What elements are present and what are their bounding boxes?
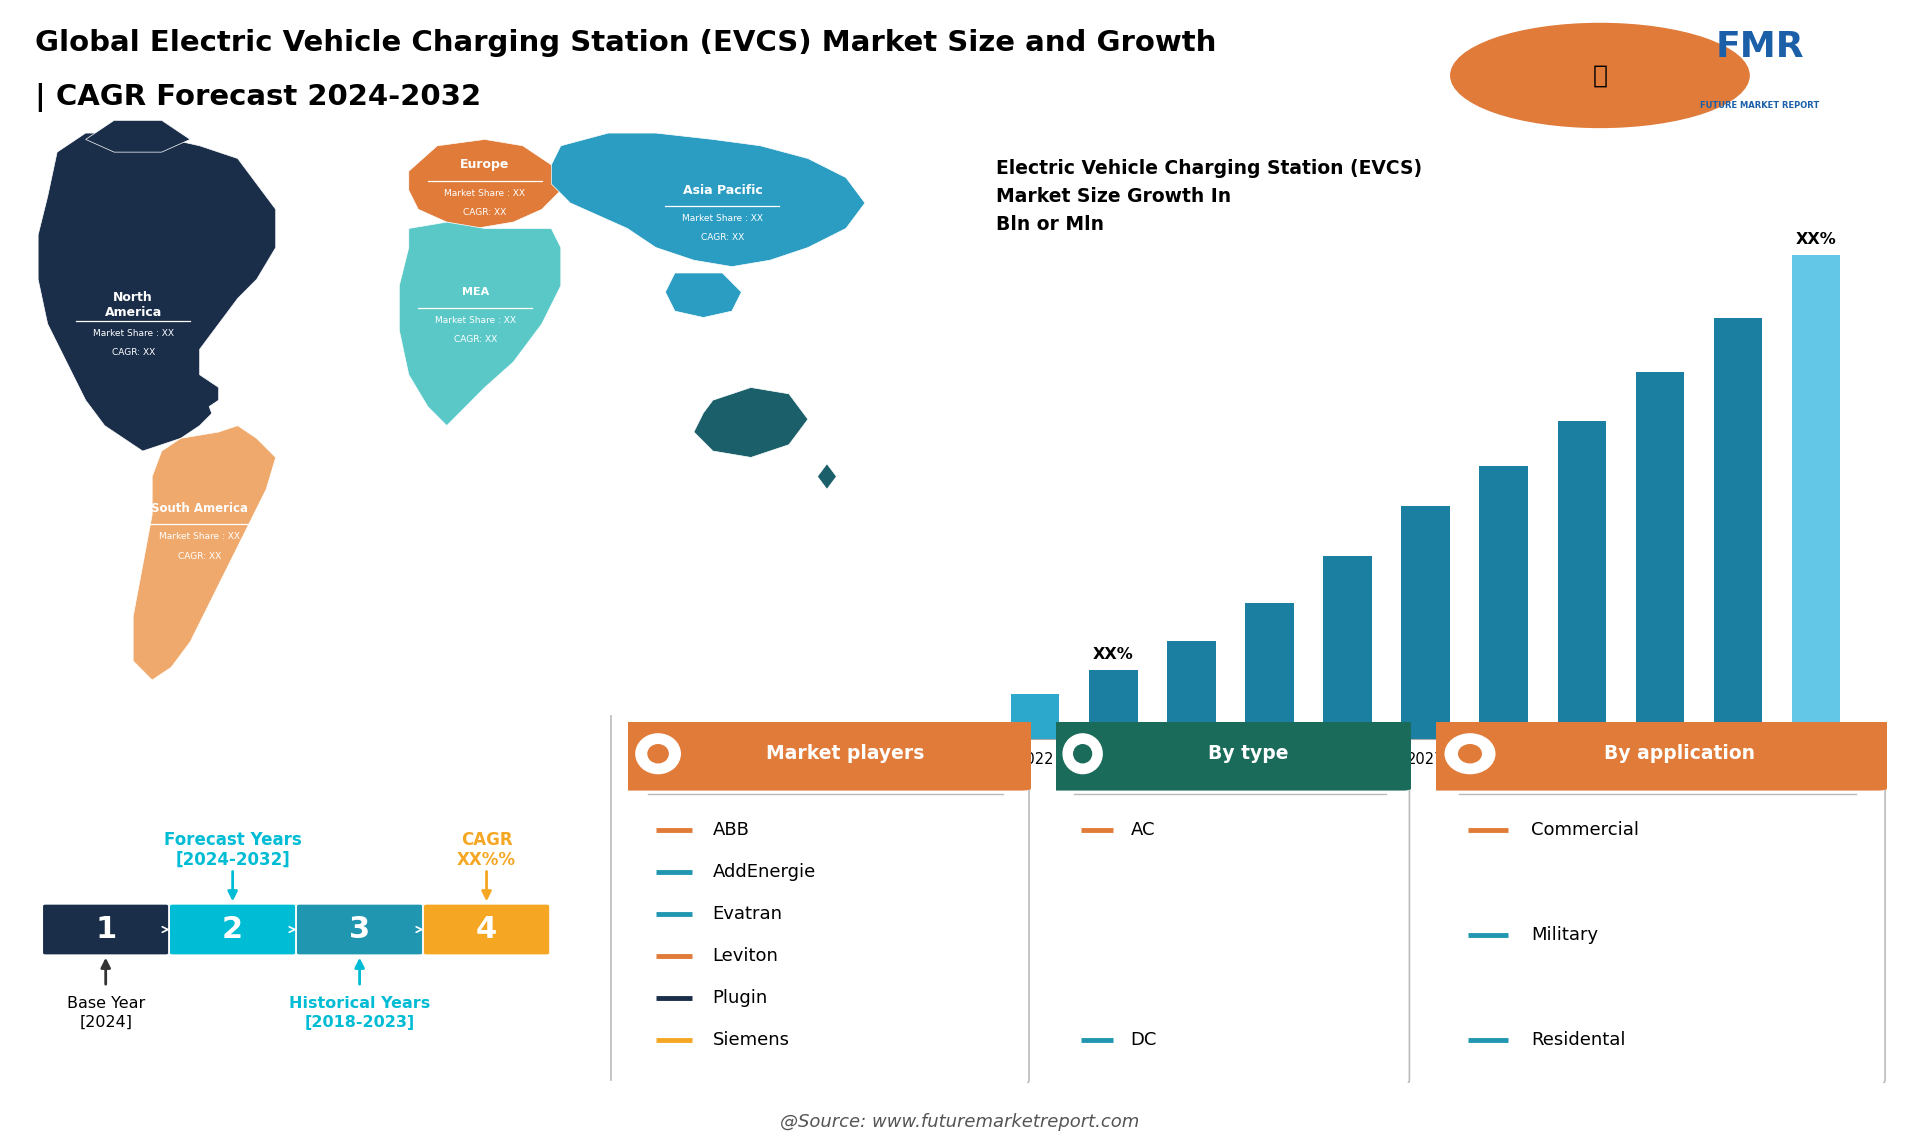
Text: By application: By application xyxy=(1605,744,1755,763)
Text: [2024]: [2024] xyxy=(79,1015,132,1030)
Text: Plugin: Plugin xyxy=(712,989,768,1007)
Polygon shape xyxy=(693,387,808,457)
Text: Evatran: Evatran xyxy=(712,905,783,923)
Text: DC: DC xyxy=(1131,1030,1158,1049)
Polygon shape xyxy=(399,222,561,425)
Polygon shape xyxy=(409,140,561,228)
Bar xyxy=(1167,641,1215,739)
Text: AC: AC xyxy=(1131,822,1156,839)
Text: Siemens: Siemens xyxy=(712,1030,789,1049)
FancyBboxPatch shape xyxy=(1050,778,1409,1085)
Text: CAGR: XX: CAGR: XX xyxy=(453,336,497,344)
Bar xyxy=(1323,556,1371,739)
Text: Europe: Europe xyxy=(461,158,509,172)
Circle shape xyxy=(1452,23,1749,127)
Text: FUTURE MARKET REPORT: FUTURE MARKET REPORT xyxy=(1699,101,1820,110)
Text: Market players: Market players xyxy=(766,744,925,763)
Text: Market Share : XX: Market Share : XX xyxy=(92,329,173,338)
Bar xyxy=(1636,371,1684,739)
Text: 4: 4 xyxy=(476,915,497,944)
Circle shape xyxy=(1446,733,1496,774)
Circle shape xyxy=(649,745,668,763)
Text: Commercial: Commercial xyxy=(1530,822,1640,839)
Text: Electric Vehicle Charging Station (EVCS)
Market Size Growth In
Bln or Mln: Electric Vehicle Charging Station (EVCS)… xyxy=(996,158,1423,234)
Text: Forecast Years: Forecast Years xyxy=(163,831,301,849)
Text: Market Share : XX: Market Share : XX xyxy=(159,533,240,541)
Text: | CAGR Forecast 2024-2032: | CAGR Forecast 2024-2032 xyxy=(35,83,480,111)
Text: South America: South America xyxy=(152,502,248,515)
Circle shape xyxy=(1459,745,1482,763)
Text: XX%: XX% xyxy=(1795,233,1836,248)
Text: [2024-2032]: [2024-2032] xyxy=(175,851,290,869)
Text: XX%: XX% xyxy=(1092,646,1133,661)
Text: XX%%: XX%% xyxy=(457,851,516,869)
Bar xyxy=(1557,421,1605,739)
FancyBboxPatch shape xyxy=(296,904,422,956)
Text: Military: Military xyxy=(1530,926,1597,944)
Text: Residental: Residental xyxy=(1530,1030,1626,1049)
FancyBboxPatch shape xyxy=(169,904,296,956)
Text: Market Share : XX: Market Share : XX xyxy=(444,189,526,198)
Text: By type: By type xyxy=(1208,744,1288,763)
Polygon shape xyxy=(132,425,276,680)
Polygon shape xyxy=(209,394,238,432)
Text: Market Share : XX: Market Share : XX xyxy=(434,316,516,325)
Text: 2: 2 xyxy=(223,915,244,944)
Bar xyxy=(1089,669,1137,739)
Circle shape xyxy=(1064,733,1102,774)
Polygon shape xyxy=(666,273,741,317)
Text: CAGR: XX: CAGR: XX xyxy=(111,348,156,358)
Text: 🔭: 🔭 xyxy=(1592,63,1607,87)
FancyBboxPatch shape xyxy=(622,778,1029,1085)
Bar xyxy=(1402,507,1450,739)
Text: FMR: FMR xyxy=(1715,30,1805,64)
Bar xyxy=(1480,466,1528,739)
Bar xyxy=(1012,694,1060,739)
Bar xyxy=(1791,256,1839,739)
Circle shape xyxy=(1073,745,1092,763)
Text: Asia Pacific: Asia Pacific xyxy=(682,183,762,197)
Text: CAGR: CAGR xyxy=(461,831,513,849)
FancyBboxPatch shape xyxy=(1421,716,1895,791)
Text: @Source: www.futuremarketreport.com: @Source: www.futuremarketreport.com xyxy=(780,1113,1140,1131)
Text: Market Share : XX: Market Share : XX xyxy=(682,214,762,223)
Text: CAGR: XX: CAGR: XX xyxy=(179,551,221,560)
Polygon shape xyxy=(551,133,864,267)
Text: Global Electric Vehicle Charging Station (EVCS) Market Size and Growth: Global Electric Vehicle Charging Station… xyxy=(35,29,1215,56)
Text: 3: 3 xyxy=(349,915,371,944)
Polygon shape xyxy=(38,133,276,452)
Text: Base Year: Base Year xyxy=(67,996,144,1012)
Bar xyxy=(1715,319,1763,739)
FancyBboxPatch shape xyxy=(614,716,1037,791)
Text: CAGR: XX: CAGR: XX xyxy=(701,234,745,243)
FancyBboxPatch shape xyxy=(618,749,1033,790)
FancyBboxPatch shape xyxy=(1425,749,1889,790)
Text: Historical Years: Historical Years xyxy=(290,996,430,1012)
Polygon shape xyxy=(86,120,190,152)
Polygon shape xyxy=(818,464,837,489)
FancyBboxPatch shape xyxy=(1428,778,1885,1085)
FancyBboxPatch shape xyxy=(422,904,549,956)
Text: ABB: ABB xyxy=(712,822,749,839)
Text: [2018-2023]: [2018-2023] xyxy=(305,1015,415,1030)
FancyBboxPatch shape xyxy=(1044,716,1417,791)
Text: AddEnergie: AddEnergie xyxy=(712,863,816,881)
Text: MEA: MEA xyxy=(461,286,490,297)
Circle shape xyxy=(636,733,680,774)
Text: Leviton: Leviton xyxy=(712,947,778,965)
FancyBboxPatch shape xyxy=(1046,749,1413,790)
Text: CAGR: XX: CAGR: XX xyxy=(463,209,507,217)
FancyBboxPatch shape xyxy=(42,904,169,956)
Bar xyxy=(1246,603,1294,739)
Text: 1: 1 xyxy=(96,915,117,944)
Text: North
America: North America xyxy=(104,291,161,319)
